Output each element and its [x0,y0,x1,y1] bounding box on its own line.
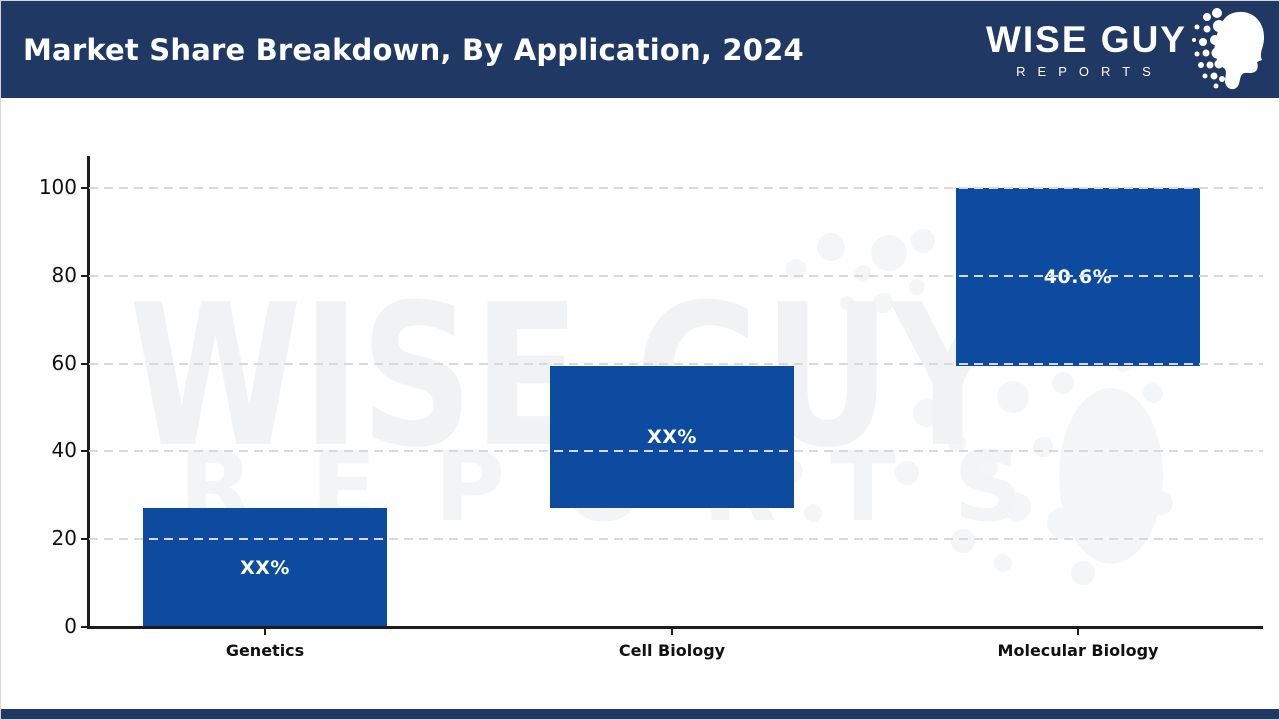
gridline [89,187,1263,189]
y-tick-label: 100 [38,175,77,199]
y-tick-label: 0 [64,614,77,638]
logo-text: WISE GUY REPORTS [986,21,1187,79]
gridline [89,362,1263,365]
logo-wordmark: WISE GUY [985,18,1187,60]
y-tick-label: 20 [51,526,77,551]
logo-head-icon [1192,7,1265,89]
x-tick-label: Molecular Biology [997,641,1159,660]
bar-value-label: XX% [240,556,290,579]
x-tick-mark [264,628,266,635]
bar-value-label: XX% [647,426,697,449]
logo-subtext: REPORTS [1016,63,1163,79]
y-tick-label: 80 [51,262,77,287]
gridline [89,538,1263,541]
x-tick-mark [1077,628,1079,635]
y-tick-mark [81,626,89,628]
y-tick-label: 60 [51,350,77,375]
bar: XX% [143,508,387,627]
y-tick-mark [81,362,89,365]
bar-value-label: 40.6% [1043,266,1113,289]
y-tick-mark [81,450,89,453]
header: Market Share Breakdown, By Application, … [1,1,1279,98]
logo: WISE GUY REPORTS [986,7,1267,93]
gridline [89,450,1263,453]
footer-bar [1,709,1279,719]
y-tick-label: 40 [51,438,77,463]
y-axis-line [87,156,90,628]
y-tick-mark [81,538,89,541]
x-tick-label: Genetics [225,641,305,660]
x-axis-line [87,626,1263,629]
y-tick-mark [81,274,89,277]
bar: XX% [550,366,794,509]
gridline [89,274,1263,277]
x-tick-mark [671,628,673,635]
x-tick-label: Cell Biology [618,641,726,660]
chart-title: Market Share Breakdown, By Application, … [23,32,804,67]
y-tick-mark [81,187,89,189]
bar: 40.6% [956,188,1200,367]
